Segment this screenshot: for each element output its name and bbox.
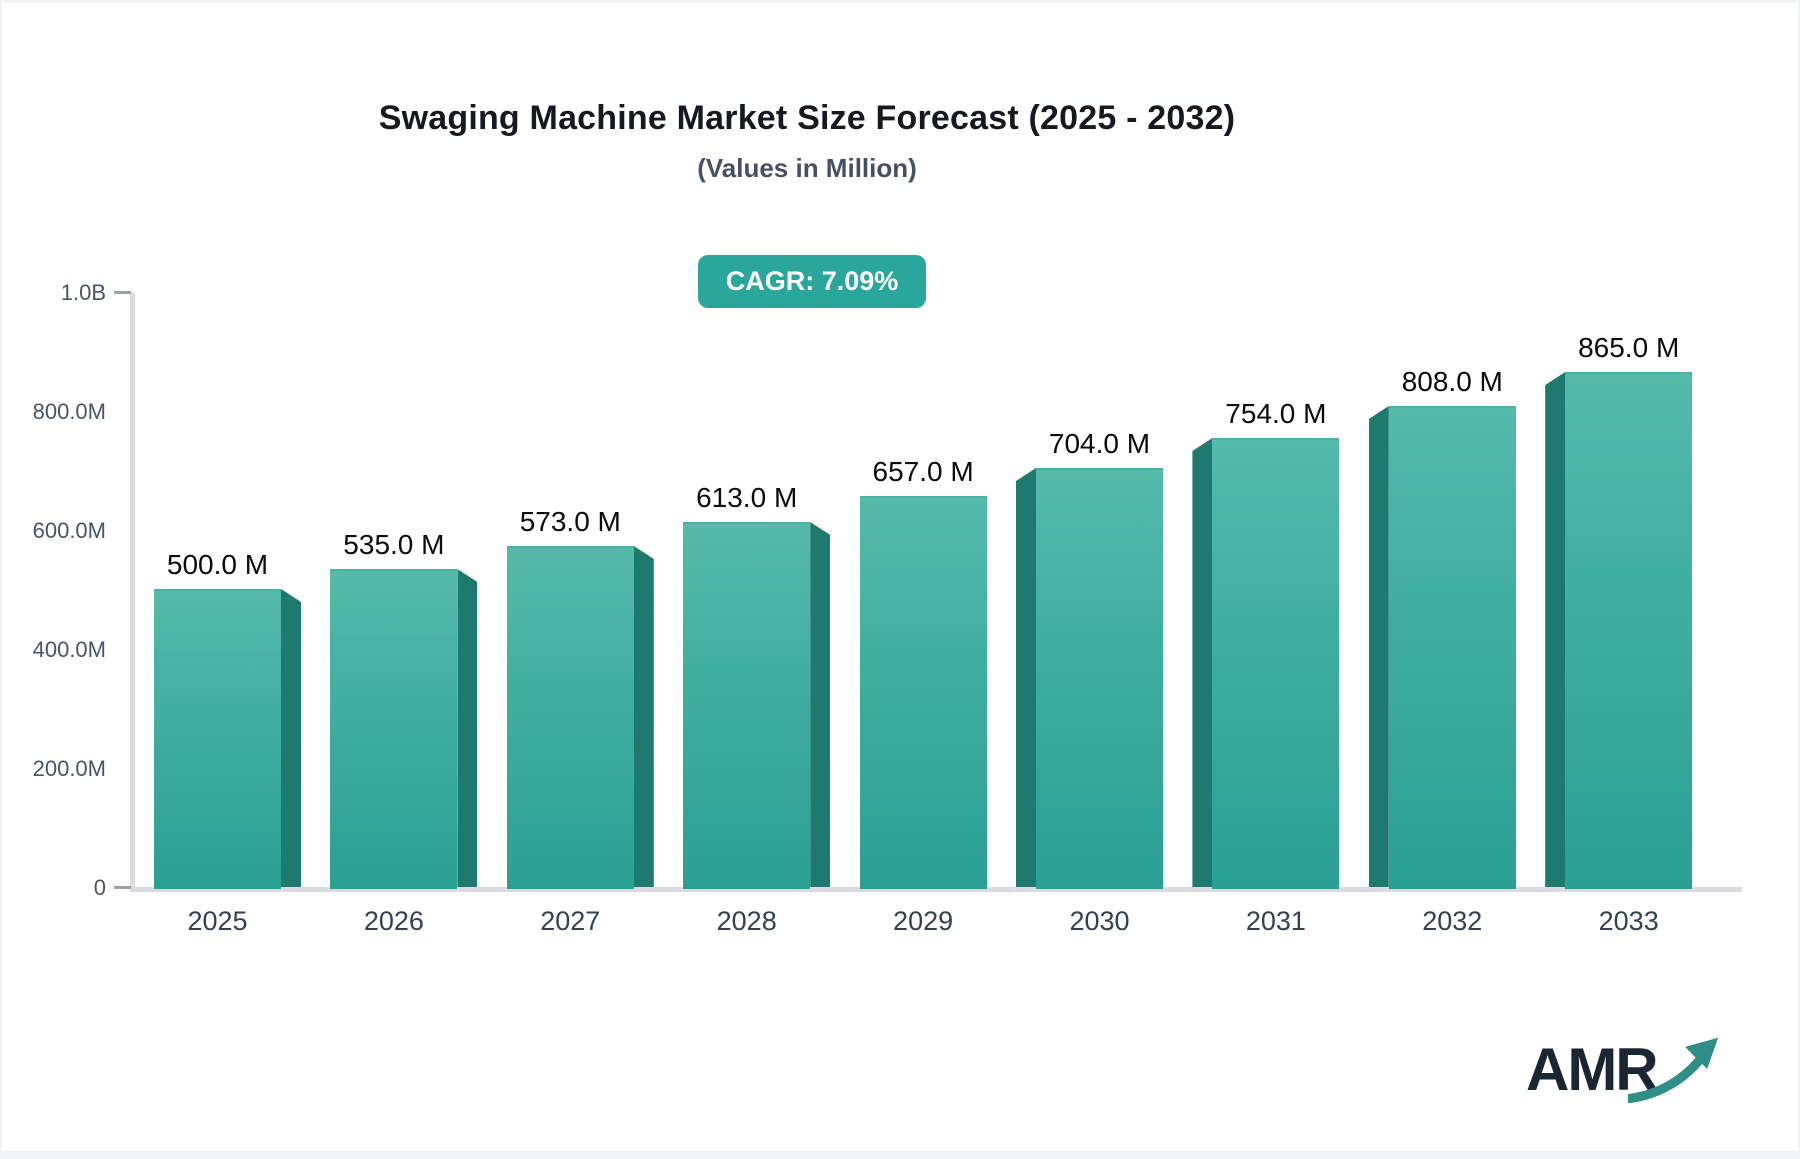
bar-main-face[interactable] bbox=[154, 589, 281, 889]
x-axis-tick-label: 2026 bbox=[363, 906, 424, 936]
y-axis-tick-label: 400.0M bbox=[32, 637, 106, 662]
x-axis-line bbox=[130, 887, 1742, 892]
y-axis-tick-mark bbox=[114, 886, 131, 889]
bar-side-face bbox=[1016, 468, 1036, 887]
bar-value-label: 704.0 M bbox=[1048, 428, 1151, 459]
bar-value-label: 865.0 M bbox=[1578, 332, 1680, 363]
bar-value-label: 808.0 M bbox=[1401, 366, 1503, 397]
bar-main-face[interactable] bbox=[506, 546, 634, 889]
y-axis-line bbox=[130, 292, 135, 892]
amr-logo[interactable]: AMR bbox=[1526, 1033, 1726, 1113]
bar-side-face bbox=[281, 589, 301, 887]
y-axis-tick-label: 0 bbox=[93, 875, 106, 900]
bar-side-face bbox=[1368, 406, 1389, 887]
bar-side-face bbox=[457, 569, 478, 887]
growth-arrow-icon bbox=[1625, 1033, 1720, 1110]
cagr-badge: CAGR: 7.09% bbox=[697, 255, 927, 308]
bar-value-label: 754.0 M bbox=[1225, 398, 1327, 429]
bar-side-face bbox=[1192, 438, 1213, 887]
chart-subtitle: (Values in Million) bbox=[697, 153, 917, 183]
bar-main-face[interactable] bbox=[1565, 372, 1693, 889]
bar-main-face[interactable] bbox=[330, 569, 458, 889]
bar-value-label: 500.0 M bbox=[166, 549, 269, 580]
bar-value-label: 535.0 M bbox=[343, 529, 445, 560]
x-axis-tick-label: 2030 bbox=[1069, 906, 1130, 936]
x-axis-tick-label: 2031 bbox=[1245, 906, 1306, 936]
bar-value-label: 573.0 M bbox=[519, 506, 621, 537]
bar-main-face[interactable] bbox=[859, 496, 987, 889]
chart-title: Swaging Machine Market Size Forecast (20… bbox=[378, 99, 1236, 137]
bar-main-face[interactable] bbox=[1212, 438, 1340, 889]
y-axis-tick-label: 1.0B bbox=[60, 280, 106, 305]
bar-side-face bbox=[810, 522, 831, 887]
cagr-badge-wrap: CAGR: 7.09% bbox=[2, 255, 1622, 308]
bar-main-face[interactable] bbox=[1036, 468, 1163, 889]
x-axis-tick-label: 2033 bbox=[1598, 906, 1659, 936]
x-axis-tick-label: 2029 bbox=[893, 906, 954, 936]
x-axis-tick-label: 2027 bbox=[540, 906, 601, 936]
y-axis-tick-label: 600.0M bbox=[32, 518, 106, 543]
bar-main-face[interactable] bbox=[1388, 406, 1516, 889]
x-axis-tick-label: 2032 bbox=[1422, 906, 1483, 936]
bar-value-label: 657.0 M bbox=[872, 456, 974, 487]
x-axis-tick-label: 2025 bbox=[187, 906, 248, 936]
bar-main-face[interactable] bbox=[683, 522, 811, 889]
y-axis-tick-label: 800.0M bbox=[32, 399, 106, 424]
y-axis-tick-label: 200.0M bbox=[32, 756, 106, 781]
chart-card: 1.0B 800.0M 600.0M 400.0M 200.0M 0 500.0 M 2025… bbox=[2, 3, 1798, 1151]
bar-chart-plot: 1.0B 800.0M 600.0M 400.0M 200.0M 0 500.0 M 2025… bbox=[2, 3, 1800, 1159]
bar-side-face bbox=[633, 546, 654, 887]
bar-side-face bbox=[1545, 372, 1566, 887]
y-axis-tick-mark bbox=[114, 291, 131, 294]
bar-value-label: 613.0 M bbox=[696, 482, 798, 513]
amr-logo-text: AMR bbox=[1526, 1036, 1659, 1103]
x-axis-tick-label: 2028 bbox=[716, 906, 777, 936]
